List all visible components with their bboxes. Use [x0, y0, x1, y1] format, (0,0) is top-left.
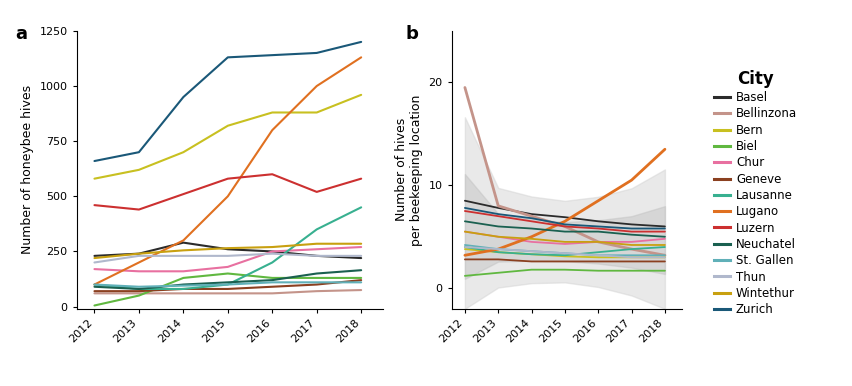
Text: b: b [406, 25, 418, 43]
Legend: Basel, Bellinzona, Bern, Biel, Chur, Geneve, Lausanne, Lugano, Luzern, Neuchatel: Basel, Bellinzona, Bern, Biel, Chur, Gen… [709, 65, 802, 321]
Y-axis label: Number of hives
per beekeeping location: Number of hives per beekeeping location [394, 94, 423, 245]
Text: a: a [15, 25, 27, 43]
Y-axis label: Number of honeybee hives: Number of honeybee hives [21, 85, 34, 254]
